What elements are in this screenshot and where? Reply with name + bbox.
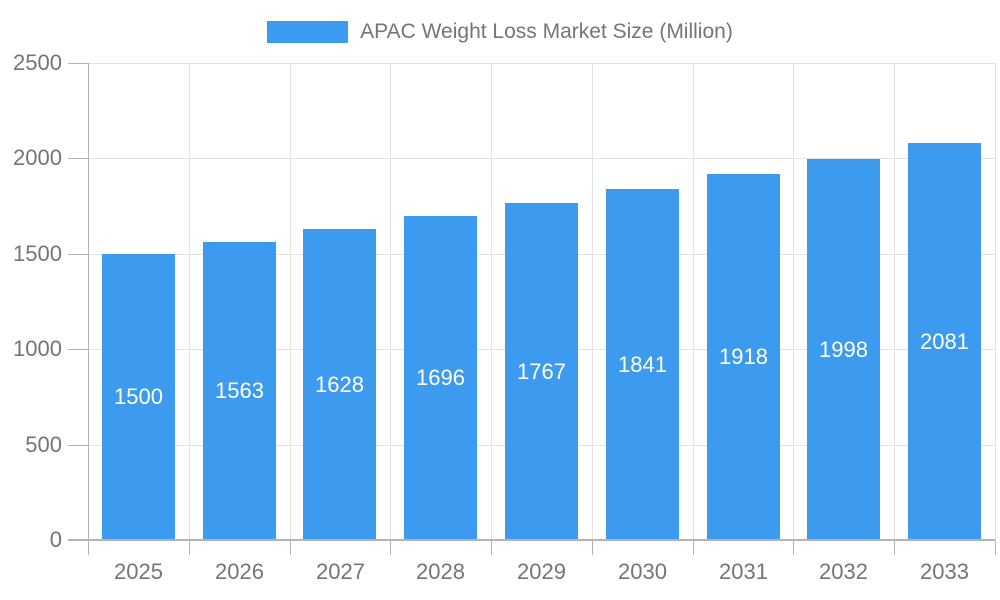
bar-value-label: 1767 [517, 358, 566, 384]
gridline-v-5 [592, 63, 593, 540]
gridline-v-8 [894, 63, 895, 540]
x-axis-tick-label: 2031 [719, 559, 768, 584]
bar-value-label: 1563 [215, 378, 264, 403]
x-axis-tick-label: 2030 [618, 559, 667, 584]
bar-2028[interactable]: 1696 [404, 216, 477, 540]
gridline-h-2000 [88, 158, 995, 159]
x-axis-baseline [68, 539, 995, 541]
legend-swatch [267, 21, 349, 43]
bar-value-label: 1628 [315, 371, 364, 397]
y-axis-line [88, 63, 89, 555]
bar-value-label: 1841 [618, 351, 667, 377]
x-axis-tick-label: 2029 [517, 559, 566, 584]
y-axis-tick-label: 0 [49, 527, 62, 552]
bar-value-label: 1998 [819, 336, 868, 362]
y-axis-tick-label: 2500 [13, 50, 62, 75]
gridline-h-2500 [88, 63, 995, 64]
bar-value-label: 2081 [920, 328, 969, 354]
bar-2026[interactable]: 1563 [203, 242, 276, 540]
x-tick-2 [290, 540, 291, 555]
x-axis-tick-label: 2027 [316, 559, 365, 584]
x-tick-9 [995, 540, 996, 555]
gridline-v-2 [290, 63, 291, 540]
bar-value-label: 1696 [416, 365, 465, 390]
x-axis-tick-label: 2033 [920, 559, 969, 584]
x-tick-4 [491, 540, 492, 555]
y-axis-tick-label: 500 [25, 432, 62, 457]
y-tick-2500 [68, 63, 88, 64]
x-tick-8 [894, 540, 895, 555]
gridline-v-9 [995, 63, 996, 540]
y-tick-2000 [68, 158, 88, 159]
bar-2029[interactable]: 1767 [505, 203, 578, 540]
bar-2027[interactable]: 1628 [303, 229, 376, 540]
legend-label: APAC Weight Loss Market Size (Million) [360, 20, 733, 43]
chart-legend[interactable]: APAC Weight Loss Market Size (Million) [0, 18, 1000, 46]
bar-value-label: 1500 [114, 384, 163, 409]
gridline-v-1 [189, 63, 190, 540]
gridline-v-6 [693, 63, 694, 540]
y-axis-tick-label: 1500 [13, 241, 62, 266]
gridline-v-7 [793, 63, 794, 540]
x-tick-6 [693, 540, 694, 555]
gridline-v-4 [491, 63, 492, 540]
x-axis-tick-label: 2025 [114, 559, 163, 584]
x-tick-5 [592, 540, 593, 555]
bar-2033[interactable]: 2081 [908, 143, 981, 540]
bar-2030[interactable]: 1841 [606, 189, 679, 540]
x-tick-3 [390, 540, 391, 555]
x-tick-7 [793, 540, 794, 555]
y-axis-tick-label: 1000 [13, 336, 62, 361]
bar-2032[interactable]: 1998 [807, 159, 880, 540]
x-axis-tick-label: 2032 [819, 559, 868, 584]
bar-value-label: 1918 [719, 344, 768, 369]
y-axis-tick-label: 2000 [13, 145, 62, 170]
bar-2031[interactable]: 1918 [707, 174, 780, 540]
x-tick-1 [189, 540, 190, 555]
y-tick-1500 [68, 254, 88, 255]
y-tick-500 [68, 445, 88, 446]
gridline-v-3 [390, 63, 391, 540]
y-tick-1000 [68, 349, 88, 350]
x-axis-tick-label: 2028 [416, 559, 465, 584]
x-axis-tick-label: 2026 [215, 559, 264, 584]
bar-2025[interactable]: 1500 [102, 254, 175, 540]
